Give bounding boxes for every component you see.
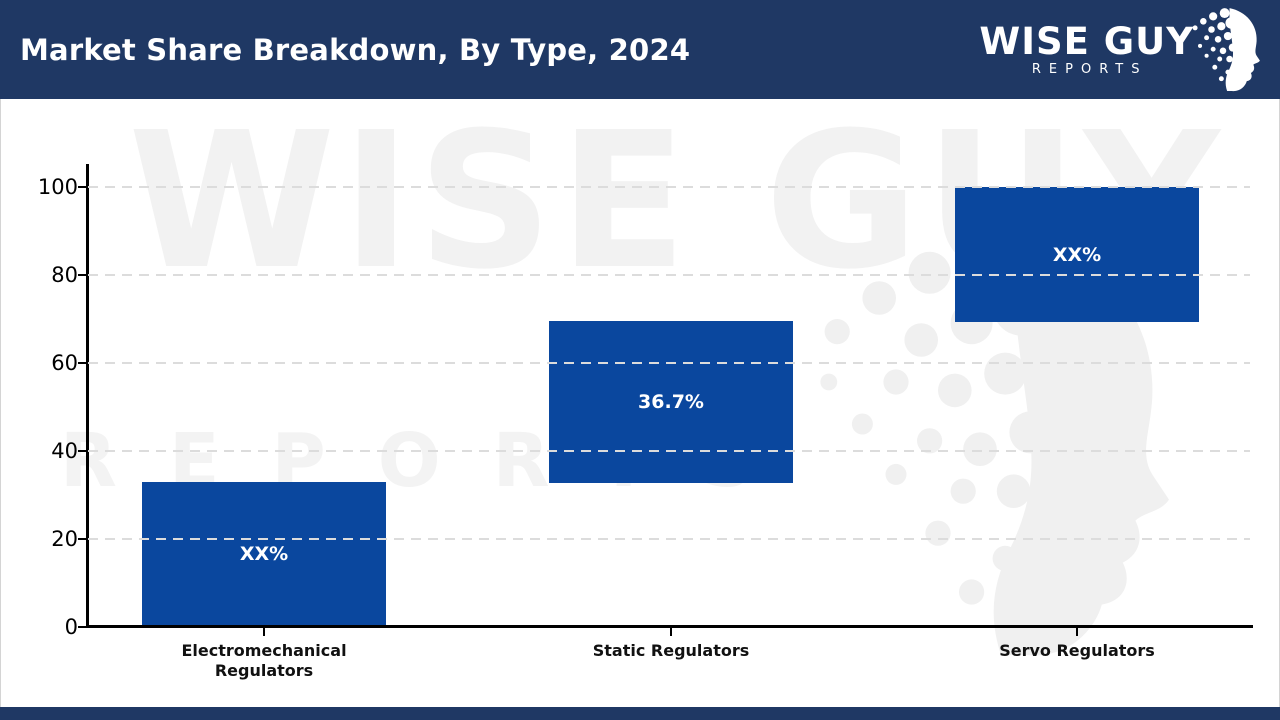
x-tick-mark: [669, 628, 673, 636]
y-tick-mark: [78, 185, 88, 189]
brand-logo: WISE GUY REPORTS: [979, 4, 1280, 96]
bar-value-label: XX%: [239, 543, 289, 566]
header-bar: Market Share Breakdown, By Type, 2024 WI…: [0, 0, 1280, 99]
y-tick-label: 80: [51, 263, 78, 287]
dotted-face-profile-icon: [1192, 7, 1260, 91]
gridline: [88, 274, 1250, 276]
gridline: [88, 538, 1250, 540]
bar-value-label: XX%: [1052, 243, 1102, 266]
gridline: [88, 362, 1250, 364]
gridline: [88, 450, 1250, 452]
y-tick-mark: [78, 361, 88, 365]
y-tick-mark: [78, 449, 88, 453]
bar-segment: [549, 321, 793, 483]
x-tick-mark: [262, 628, 266, 636]
y-axis-line: [86, 164, 89, 628]
bar-segment: [142, 481, 386, 627]
footer-bar: [0, 707, 1280, 720]
y-tick-label: 100: [37, 175, 78, 199]
y-tick-label: 60: [51, 351, 78, 375]
x-category-label: Static Regulators: [592, 641, 750, 660]
brand-wordmark: WISE GUY REPORTS: [979, 23, 1194, 76]
brand-reports-text: REPORTS: [1031, 62, 1148, 77]
page-title: Market Share Breakdown, By Type, 2024: [20, 32, 691, 67]
x-category-label: Electromechanical Regulators: [181, 641, 347, 680]
y-tick-label: 20: [51, 527, 78, 551]
y-tick-label: 0: [64, 615, 78, 639]
gridline: [88, 186, 1250, 188]
y-tick-label: 40: [51, 439, 78, 463]
x-category-label: Servo Regulators: [999, 641, 1155, 660]
x-axis-line: [86, 625, 1253, 628]
y-tick-mark: [78, 625, 88, 629]
x-tick-mark: [1075, 628, 1079, 636]
brand-name-text: WISE GUY: [979, 20, 1194, 63]
y-tick-mark: [78, 273, 88, 277]
bar-value-label: 36.7%: [638, 390, 704, 413]
y-tick-mark: [78, 537, 88, 541]
